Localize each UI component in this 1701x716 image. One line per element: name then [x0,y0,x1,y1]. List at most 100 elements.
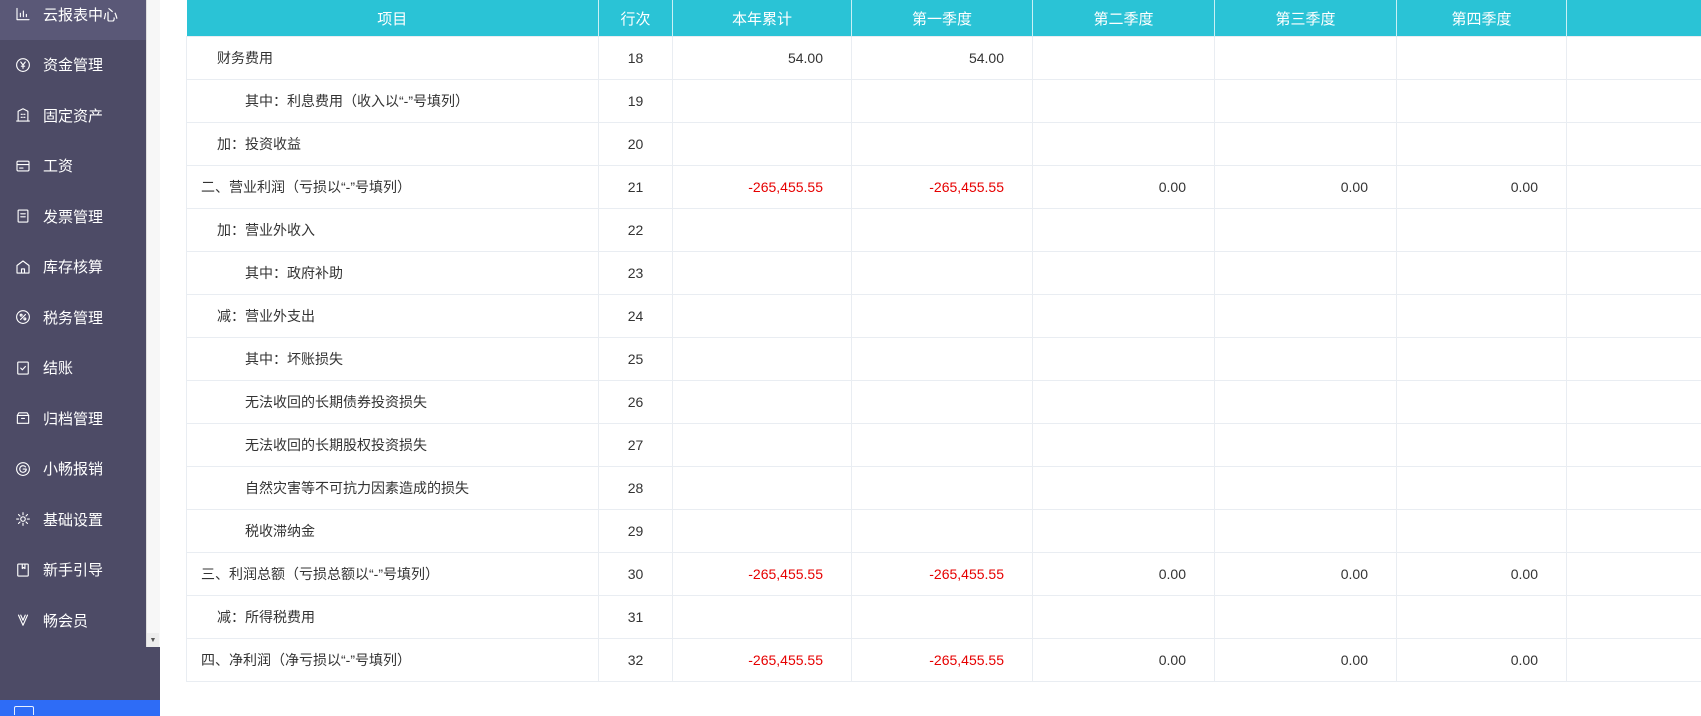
value-cell [851,595,1033,639]
bookmark-icon [14,561,32,579]
sidebar-item-funds[interactable]: 资金管理 [0,40,147,91]
filler-cell [1566,595,1701,639]
table-header-row: 项目 行次 本年累计 第一季度 第二季度 第三季度 第四季度 [186,0,1701,37]
value-cell [1032,380,1215,424]
line-number-cell: 25 [598,337,673,381]
sidebar-item-label: 资金管理 [43,57,104,75]
sidebar-item-label: 税务管理 [43,309,104,327]
value-cell [851,208,1033,252]
value-cell [672,380,852,424]
line-number-cell: 26 [598,380,673,424]
line-number-cell: 30 [598,552,673,596]
sidebar-item-invoice[interactable]: 发票管理 [0,191,147,242]
value-cell [1032,466,1215,510]
table-row: 加：投资收益 20 [186,122,1701,166]
item-cell: 减：所得税费用 [186,595,599,639]
value-cell [1396,122,1567,166]
value-cell [1214,251,1397,295]
partial-item-icon [14,706,34,715]
table-row: 财务费用 18 54.00 54.00 [186,36,1701,80]
value-cell [1032,122,1215,166]
sidebar-item-inventory[interactable]: 库存核算 [0,242,147,293]
sidebar-item-closing[interactable]: 结账 [0,343,147,394]
table-row: 其中：政府补助 23 [186,251,1701,295]
yen-coin-icon [14,56,32,74]
filler-cell [1566,466,1701,510]
item-cell: 三、利润总额（亏损总额以“-”号填列） [186,552,599,596]
sidebar-item-reimbursement[interactable]: 小畅报销 [0,444,147,495]
header-cell: 第二季度 [1032,0,1215,37]
sidebar-item-fixed-assets[interactable]: 固定资产 [0,90,147,141]
sidebar-item-cloud-report-center[interactable]: 云报表中心 [0,0,147,40]
value-cell [672,466,852,510]
scroll-down-icon[interactable]: ▼ [147,633,159,647]
table-row: 无法收回的长期股权投资损失 27 [186,423,1701,467]
value-cell [851,79,1033,123]
sidebar-item-active-partial[interactable] [0,700,160,716]
value-cell: 0.00 [1214,165,1397,209]
header-cell: 第三季度 [1214,0,1397,37]
table-row: 无法收回的长期债券投资损失 26 [186,380,1701,424]
filler-cell [1566,251,1701,295]
filler-cell [1566,79,1701,123]
sidebar-scrollbar[interactable]: ▼ [146,0,160,647]
sidebar-item-label: 发票管理 [43,208,104,226]
filler-cell [1566,509,1701,553]
value-cell: -265,455.55 [672,638,852,682]
value-cell: -265,455.55 [851,165,1033,209]
value-cell [672,509,852,553]
value-cell [851,466,1033,510]
value-cell [1214,36,1397,80]
line-number-cell: 20 [598,122,673,166]
value-cell [1396,79,1567,123]
value-cell [1032,251,1215,295]
value-cell [1396,423,1567,467]
value-cell [672,595,852,639]
table-body: 财务费用 18 54.00 54.00 其中：利息费用（收入以“-”号填列） 19 加：投资… [186,36,1701,682]
sidebar-items: 云报表中心资金管理固定资产 工资发票管理库存核算税务管理结账 归档管理小畅报销基础设… [0,0,147,646]
sidebar-item-tax[interactable]: 税务管理 [0,292,147,343]
filler-cell [1566,337,1701,381]
value-cell [1032,36,1215,80]
value-cell [1396,337,1567,381]
table-row: 其中：坏账损失 25 [186,337,1701,381]
value-cell [1396,466,1567,510]
sidebar-item-member[interactable]: 畅会员 [0,595,147,646]
header-cell: 第一季度 [851,0,1033,37]
warehouse-icon [14,258,32,276]
item-cell: 加：投资收益 [186,122,599,166]
value-cell [1214,380,1397,424]
value-cell: 0.00 [1396,165,1567,209]
value-cell [851,337,1033,381]
header-cell: 项目 [186,0,599,37]
sidebar-item-guide[interactable]: 新手引导 [0,545,147,596]
building-icon [14,106,32,124]
line-number-cell: 31 [598,595,673,639]
filler-cell [1566,208,1701,252]
item-cell: 无法收回的长期股权投资损失 [186,423,599,467]
sidebar-item-label: 小畅报销 [43,461,104,479]
g-circle-icon [14,460,32,478]
value-cell [1396,509,1567,553]
value-cell [1032,337,1215,381]
line-number-cell: 29 [598,509,673,553]
bar-chart-icon [14,5,32,23]
item-cell: 二、营业利润（亏损以“-”号填列） [186,165,599,209]
item-cell: 其中：政府补助 [186,251,599,295]
value-cell [1214,294,1397,338]
value-cell [1032,208,1215,252]
line-number-cell: 24 [598,294,673,338]
item-cell: 自然灾害等不可抗力因素造成的损失 [186,466,599,510]
value-cell [1396,380,1567,424]
sidebar-item-settings[interactable]: 基础设置 [0,494,147,545]
table-row: 自然灾害等不可抗力因素造成的损失 28 [186,466,1701,510]
sidebar-item-archive[interactable]: 归档管理 [0,393,147,444]
value-cell: 0.00 [1032,638,1215,682]
sidebar-item-payroll[interactable]: 工资 [0,141,147,192]
value-cell [1214,122,1397,166]
table-row: 减：所得税费用 31 [186,595,1701,639]
value-cell [851,294,1033,338]
table-row: 四、净利润（净亏损以“-”号填列） 32 -265,455.55 -265,455.5… [186,638,1701,682]
value-cell [1396,251,1567,295]
item-cell: 财务费用 [186,36,599,80]
